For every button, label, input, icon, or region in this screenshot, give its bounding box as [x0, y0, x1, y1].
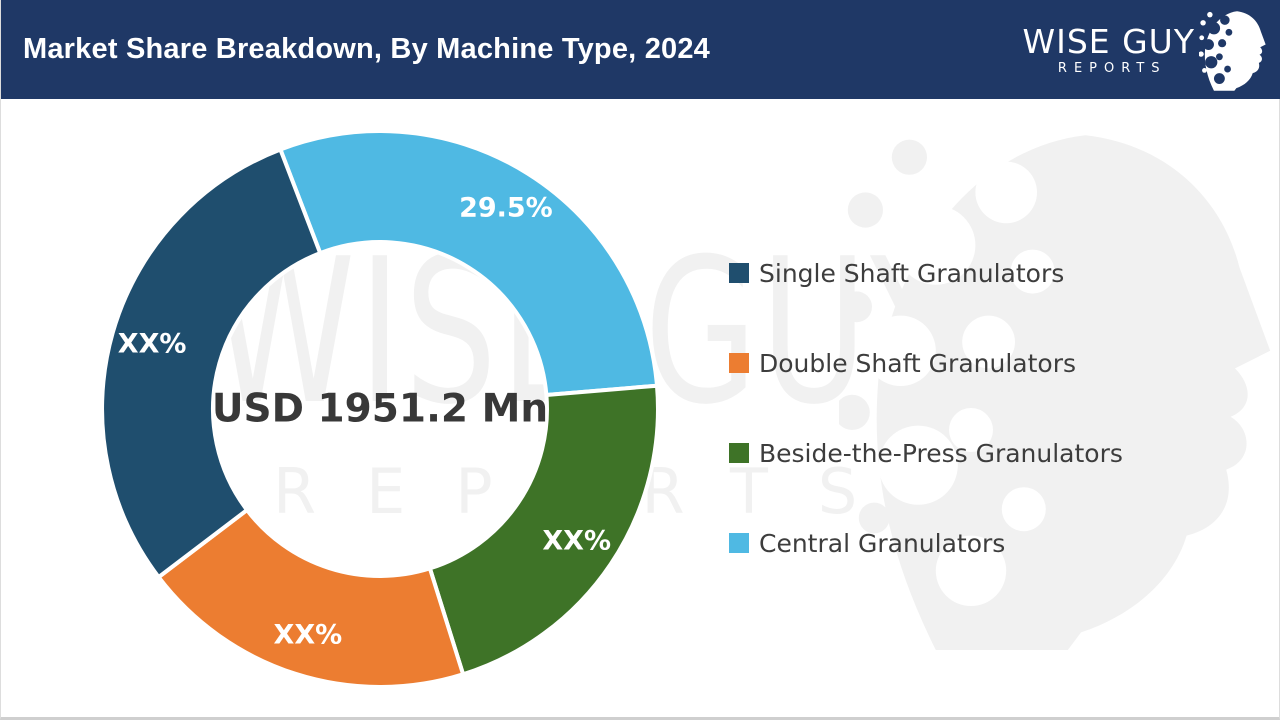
slice-value-label: XX% [118, 329, 187, 360]
legend-label: Central Granulators [759, 528, 1006, 558]
donut-slice-beside-the-press-granulators [427, 383, 660, 677]
slice-value-label: XX% [274, 619, 343, 650]
donut-slice-labels: 29.5% XX% XX% XX% [118, 193, 611, 651]
logo-line2: REPORTS [1057, 60, 1167, 76]
logo-face-icon [1199, 10, 1266, 91]
legend-item-beside-the-press: Beside-the-Press Granulators [729, 430, 1123, 476]
legend-marker [729, 353, 749, 373]
legend-marker [729, 533, 749, 553]
page-title: Market Share Breakdown, By Machine Type,… [23, 33, 711, 65]
legend-label: Single Shaft Granulators [759, 258, 1065, 288]
legend-marker [729, 263, 749, 283]
donut-slice-double-shaft-granulators [156, 508, 466, 689]
logo-wordmark: WISE GUY REPORTS [1022, 25, 1195, 75]
donut-center-label: USD 1951.2 Mn [212, 387, 548, 432]
legend-item-central: Central Granulators [729, 520, 1123, 566]
slice-value-label: XX% [542, 526, 611, 557]
slice-value-label: 29.5% [459, 193, 553, 224]
donut-slices [100, 129, 660, 689]
legend-marker [729, 443, 749, 463]
legend-item-double-shaft: Double Shaft Granulators [729, 340, 1123, 386]
chart-legend: Single Shaft Granulators Double Shaft Gr… [729, 250, 1123, 610]
legend-item-single-shaft: Single Shaft Granulators [729, 250, 1123, 296]
donut-slice-central-granulators [278, 129, 659, 397]
logo-line1: WISE GUY [1022, 21, 1195, 61]
header: Market Share Breakdown, By Machine Type,… [1, 0, 1280, 99]
wiseguy-logo: WISE GUY REPORTS [1022, 9, 1267, 91]
donut-chart: 29.5% XX% XX% XX% USD 1951.2 Mn [100, 129, 660, 689]
legend-label: Beside-the-Press Granulators [759, 438, 1123, 468]
donut-slice-single-shaft-granulators [100, 147, 323, 580]
legend-label: Double Shaft Granulators [759, 348, 1077, 378]
